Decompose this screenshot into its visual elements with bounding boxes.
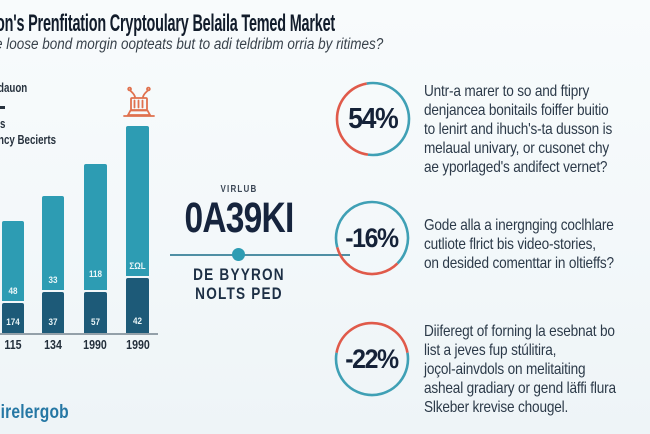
legend-item: ncy Becierts <box>0 133 57 147</box>
bar-segment-upper <box>42 196 64 290</box>
stat-line: Diiferegt of forning la esebnat bo <box>424 323 615 340</box>
legend-fragment-mark <box>0 106 5 109</box>
two-tone-ring-icon <box>334 200 410 276</box>
stat-line: Untr-a marer to so and ftipry <box>424 83 590 100</box>
bar-segment-lower <box>84 292 107 333</box>
bar-bottom-label: 42 <box>132 316 142 327</box>
stat-line: cutliote flrict bis video-stories, <box>424 236 596 253</box>
bar-segment-lower <box>126 278 149 333</box>
bar-segment-lower <box>42 292 64 333</box>
page-title: on's Prenfitation Cryptoulary Belaila Te… <box>0 10 336 37</box>
stat-value: -16% <box>345 222 400 253</box>
x-axis-label: 115 <box>4 338 22 352</box>
bar-top-label: ΣΩL <box>129 261 146 272</box>
legend-item: dauon <box>0 81 28 95</box>
pedestal-icon <box>123 86 155 117</box>
two-tone-ring-icon <box>334 321 410 397</box>
stat-value: -22% <box>345 343 400 374</box>
bar-top-label: 33 <box>48 275 58 286</box>
bar-bottom-label: 57 <box>90 317 100 328</box>
x-axis-line <box>0 333 158 335</box>
stat-circle-badge: 54% <box>334 80 412 158</box>
stat-line: list a jeves fup stúlitira, <box>424 342 557 359</box>
bar-segment-upper <box>84 164 107 290</box>
x-axis-label: 1990 <box>83 338 107 352</box>
stat-circle-badge: -22% <box>333 320 411 398</box>
kpi-value: 0A39KI <box>184 194 294 242</box>
kpi-block: VIRLUB 0A39KI DE BYYRON NOLTS PED <box>150 180 350 310</box>
bar-bottom-label: 37 <box>48 317 58 328</box>
bar-top-label: 48 <box>8 286 18 297</box>
x-axis-label: 1990 <box>126 338 150 352</box>
stat-circle-badge: -16% <box>333 199 411 277</box>
stat-text-block: Gode alla a inergnging coclhlare cutliot… <box>424 216 614 273</box>
bar-segment-upper <box>126 126 149 276</box>
bar-segment-upper <box>2 221 24 301</box>
bar-bottom-label: 174 <box>6 317 20 328</box>
page-subtitle: e loose bond morgin oopteats but to adi … <box>0 36 384 53</box>
stat-value: 54% <box>348 102 399 135</box>
stat-line: Gode alla a inergnging coclhlare <box>424 217 614 234</box>
x-axis-label: 134 <box>44 338 62 352</box>
stat-line: melaual univary, or cusonet chy <box>424 140 609 157</box>
two-tone-ring-icon <box>335 81 411 157</box>
stat-text-block: Untr-a marer to so and ftipry denjancea … <box>424 82 612 177</box>
bar-segment-lower <box>2 303 24 333</box>
stat-text-block: Diiferegt of forning la esebnat bo list … <box>424 322 616 417</box>
bar-top-label: 118 <box>88 269 103 280</box>
stat-line: Slkeber krevise chougel. <box>424 399 569 416</box>
stat-line: to lenirt and ihuch's-ta dusson is <box>424 121 613 138</box>
kpi-divider-dot <box>232 248 245 261</box>
kpi-caption-line: NOLTS PED <box>195 284 283 303</box>
stat-line: asheal gradiary or gend läffi flura <box>424 380 616 397</box>
stat-line: ae yporlaged's andifect vernet? <box>424 159 608 176</box>
kpi-caption-line: DE BYYRON <box>193 265 285 284</box>
stat-line: joçol-ainvdols on melitaiting <box>424 361 586 378</box>
kpi-divider-line <box>170 254 350 256</box>
brand-logo: pirelergob <box>0 402 69 423</box>
legend-item: s <box>0 117 6 131</box>
stat-line: on desided comenttar in oltieffs? <box>424 255 614 272</box>
stat-line: denjancea bonitails foiffer buitio <box>424 102 609 119</box>
kpi-eyebrow: VIRLUB <box>220 184 258 195</box>
stacked-bar-chart: 48 174 115 33 37 134 118 57 1990 ΣΩL 42 … <box>0 0 170 360</box>
